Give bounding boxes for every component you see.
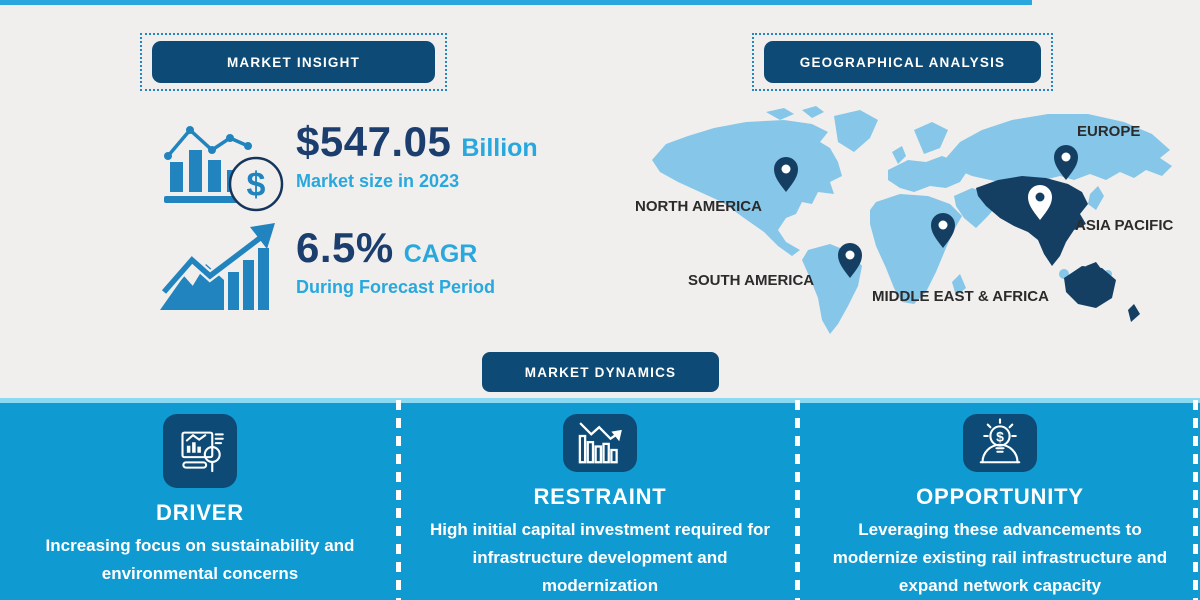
dollar-symbol: $ [996, 428, 1004, 444]
asia-highlight-shape [976, 176, 1088, 266]
market-size-unit: Billion [461, 134, 538, 162]
driver-description: Increasing focus on sustainability and e… [45, 536, 355, 583]
cagr-value: 6.5% [296, 224, 394, 271]
market-size-stat: $547.05 Billion Market size in 2023 [296, 118, 538, 192]
bar-chart-dollar-icon: $ [164, 126, 284, 212]
market-insight-section-header: MARKET INSIGHT [140, 33, 447, 91]
dollar-symbol: $ [247, 166, 266, 204]
driver-title: DRIVER [156, 500, 244, 525]
australia-shape [1064, 266, 1116, 308]
restraint-description: High initial capital investment required… [429, 520, 771, 595]
region-label-asia-pacific: ASIA PACIFIC [1075, 217, 1174, 234]
region-label-south-america: SOUTH AMERICA [688, 272, 815, 289]
opportunity-icon-tile: $ [963, 414, 1037, 472]
europe-shape [888, 156, 968, 192]
map-pin-south-america [838, 243, 862, 278]
map-pin-africa [931, 213, 955, 248]
map-pin-europe [1054, 145, 1078, 180]
declining-bars-arrow-icon [578, 422, 622, 464]
map-pin-asia-pacific [1028, 185, 1052, 220]
opportunity-column: $ OPPORTUNITY Leveraging these advanceme… [800, 403, 1200, 600]
greenland-shape [834, 110, 878, 152]
opportunity-title: OPPORTUNITY [916, 484, 1084, 509]
cagr-stat: 6.5% CAGR During Forecast Period [296, 224, 495, 298]
restraint-title: RESTRAINT [533, 484, 667, 509]
top-accent-bar [0, 0, 1032, 5]
monitor-analytics-magnifier-icon [181, 431, 224, 473]
geographical-analysis-section-header: GEOGRAPHICAL ANALYSIS [752, 33, 1053, 91]
restraint-icon-tile [563, 414, 637, 472]
region-label-north-america: NORTH AMERICA [635, 198, 762, 215]
region-label-middle-east-africa: MIDDLE EAST & AFRICA [872, 288, 1049, 305]
restraint-column: RESTRAINT High initial capital investmen… [400, 403, 800, 600]
market-dynamics-band: DRIVER Increasing focus on sustainabilit… [0, 403, 1200, 600]
map-pin-north-america [774, 157, 798, 192]
market-dynamics-badge: MARKET DYNAMICS [482, 352, 719, 392]
world-map [652, 106, 1172, 334]
market-insight-badge: MARKET INSIGHT [152, 41, 435, 83]
column-divider [795, 400, 800, 600]
band-top-strip [0, 398, 1200, 403]
column-divider [1193, 400, 1198, 600]
column-divider [396, 400, 401, 600]
market-size-value: $547.05 [296, 118, 452, 165]
driver-icon-tile [163, 414, 237, 488]
growth-arrow-icon [160, 223, 275, 310]
cagr-caption: During Forecast Period [296, 277, 496, 297]
region-label-europe: EUROPE [1077, 123, 1141, 140]
opportunity-description: Leveraging these advancements to moderni… [832, 520, 1168, 595]
lightbulb-dollar-icon: $ [979, 418, 1021, 464]
driver-column: DRIVER Increasing focus on sustainabilit… [0, 403, 400, 600]
north-america-shape [652, 120, 842, 256]
geographical-analysis-badge: GEOGRAPHICAL ANALYSIS [764, 41, 1041, 83]
cagr-unit: CAGR [403, 240, 478, 268]
market-size-caption: Market size in 2023 [296, 171, 460, 191]
